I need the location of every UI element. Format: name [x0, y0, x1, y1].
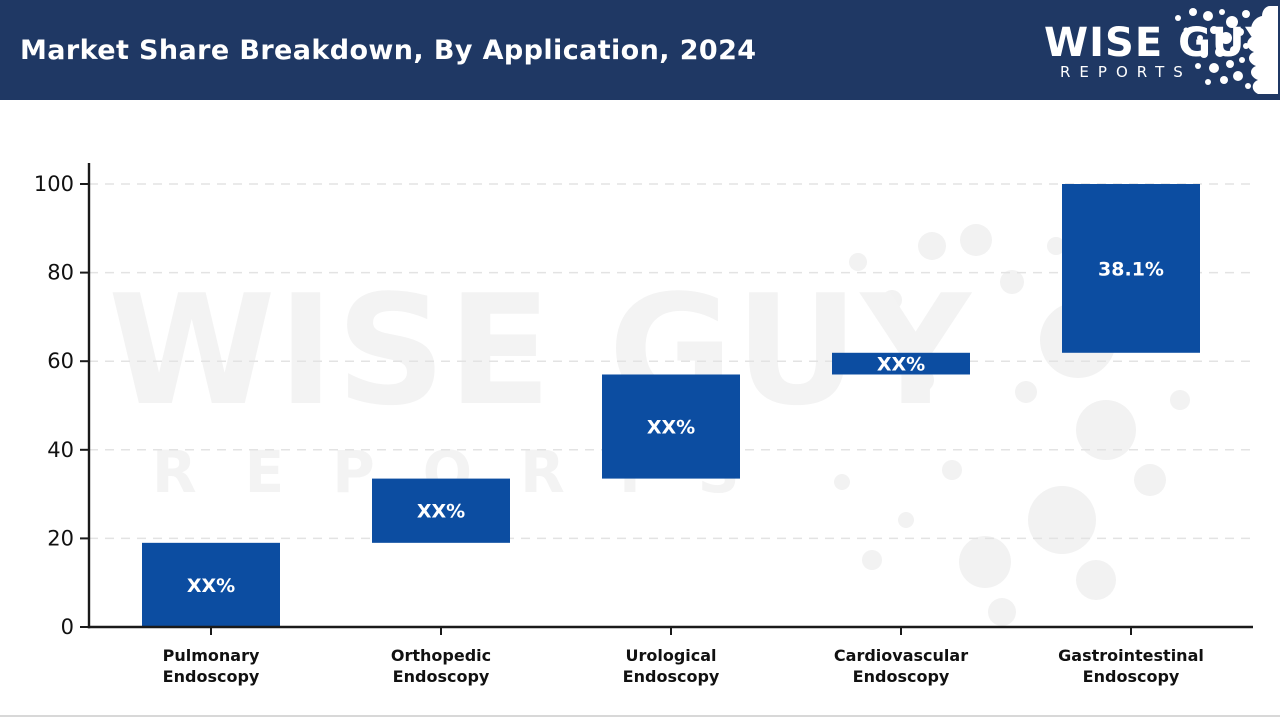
bar-segment — [1062, 184, 1200, 353]
y-tick-label: 60 — [47, 349, 74, 373]
header-bar: Market Share Breakdown, By Application, … — [0, 0, 1280, 100]
y-tick-label: 100 — [34, 172, 74, 196]
x-category-label: Cardiovascular Endoscopy — [834, 646, 968, 686]
bar-value-label: 38.1% — [1098, 258, 1164, 280]
bar-value-label: XX% — [647, 417, 695, 439]
logo-face-dots — [1175, 8, 1251, 89]
y-tick-label: 40 — [47, 438, 74, 462]
y-tick-label: 0 — [61, 615, 74, 639]
x-category-label: Orthopedic Endoscopy — [391, 646, 491, 686]
wiseguy-logo: WISE GUY REPORTS — [1044, 6, 1278, 94]
x-category-label: Pulmonary Endoscopy — [163, 646, 260, 686]
x-category-label: Urological Endoscopy — [623, 646, 720, 686]
bar-value-label: XX% — [877, 354, 925, 376]
y-tick-label: 80 — [47, 261, 74, 285]
logo-face-profile — [1247, 6, 1278, 94]
bar-segment — [602, 374, 740, 479]
bar-segment — [832, 352, 970, 375]
bar-segment — [142, 542, 280, 627]
bar-value-label: XX% — [187, 575, 235, 597]
bottom-border — [0, 715, 1280, 717]
y-tick-label: 20 — [47, 526, 74, 550]
logo-reports-text: REPORTS — [1060, 63, 1192, 81]
x-category-label: Gastrointestinal Endoscopy — [1058, 646, 1204, 686]
bar-segment — [372, 478, 510, 543]
bar-value-label: XX% — [417, 501, 465, 523]
page-title: Market Share Breakdown, By Application, … — [20, 34, 757, 66]
logo-wiseguy-text: WISE GUY — [1044, 20, 1275, 66]
